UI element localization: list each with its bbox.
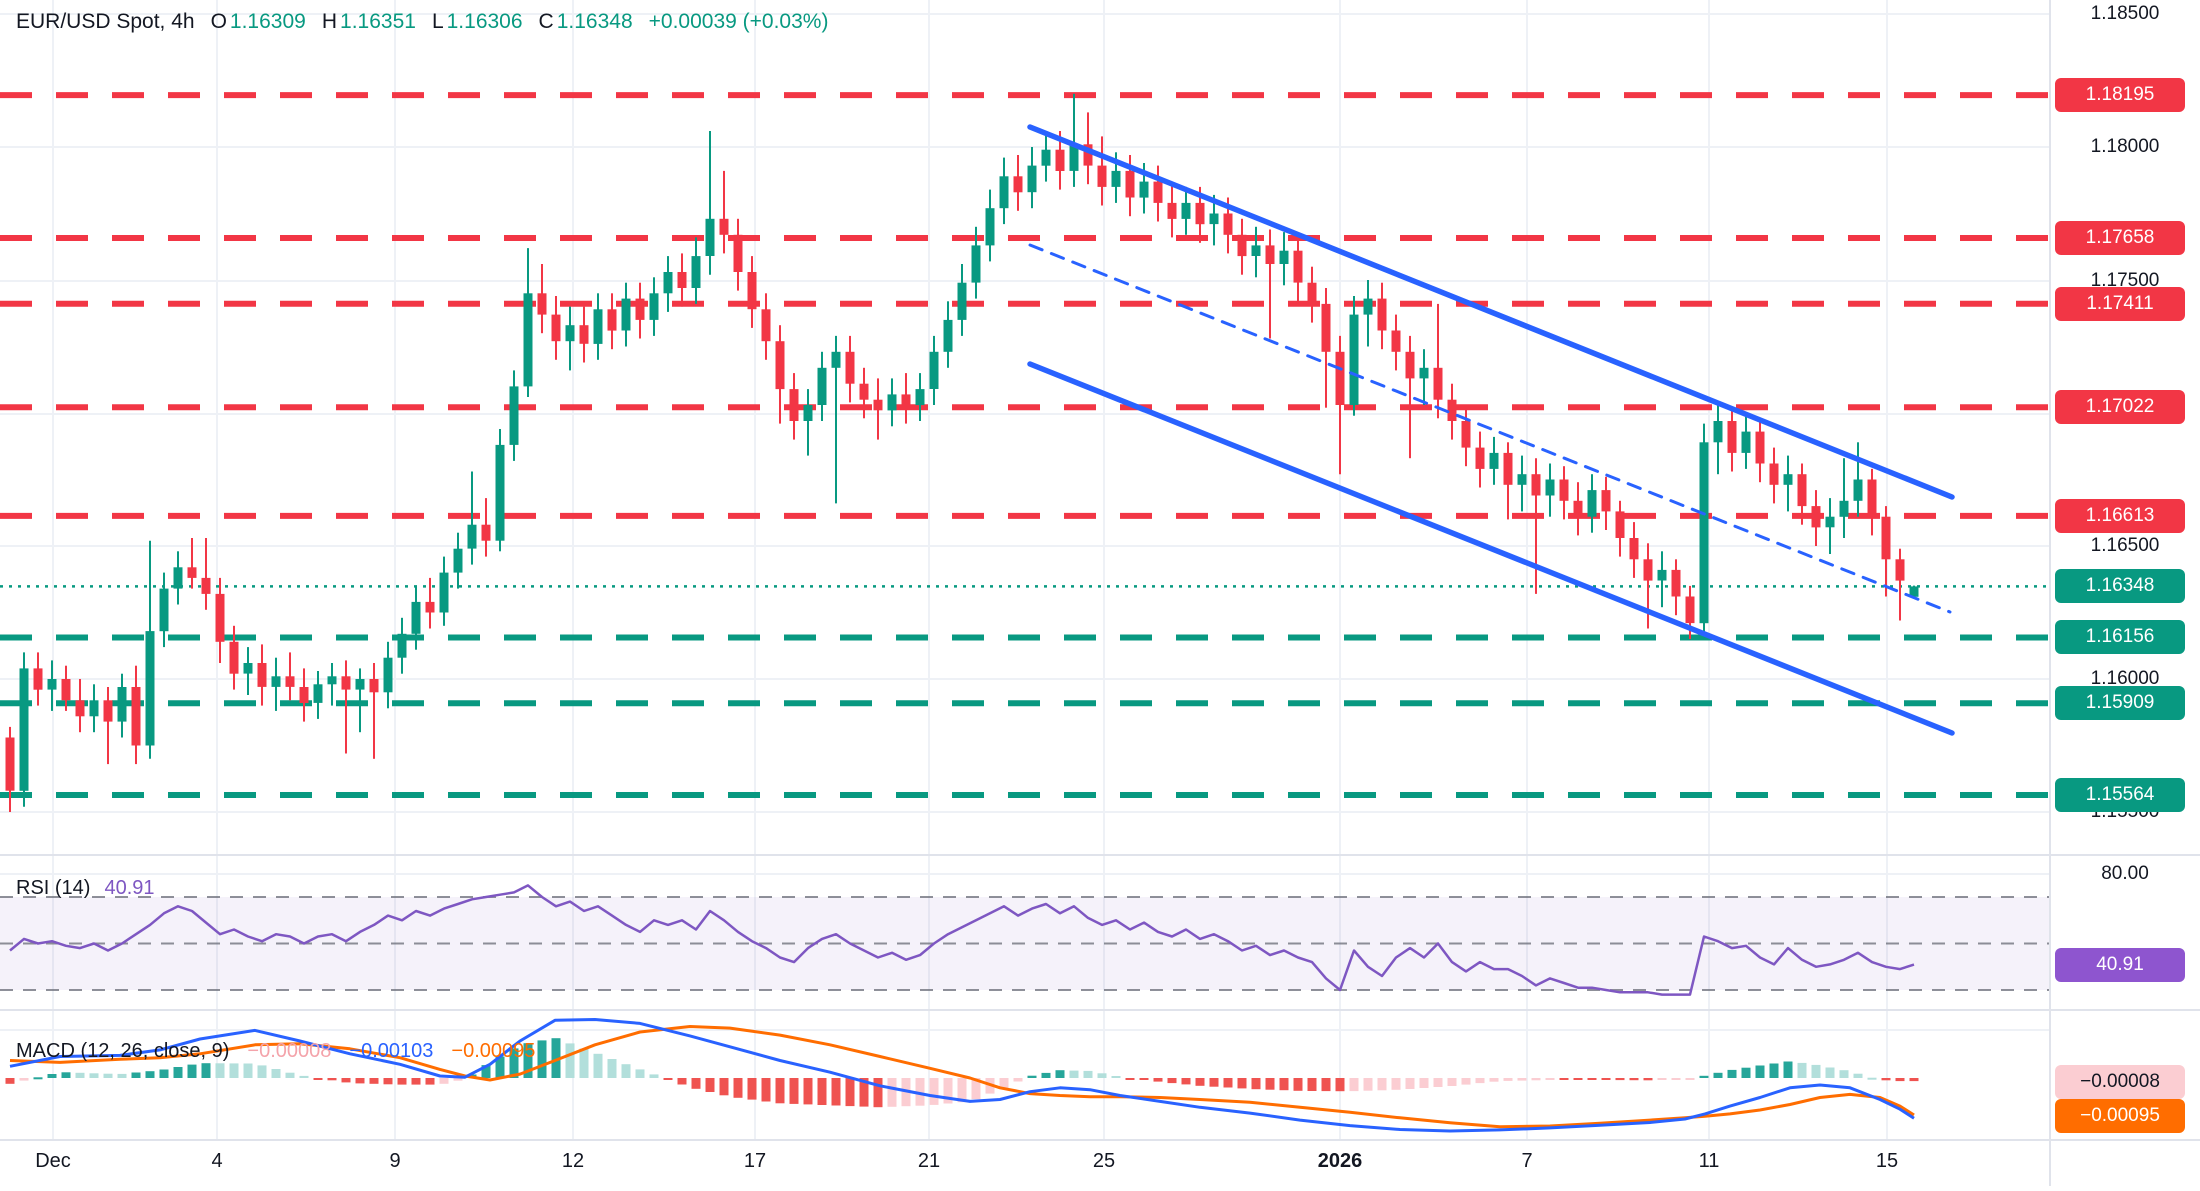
rsi-pane[interactable] bbox=[0, 855, 2050, 1010]
time-tick-label: 11 bbox=[1698, 1150, 1720, 1172]
macd-hist-value: −0.00008 bbox=[247, 1040, 332, 1062]
time-tick-label: 21 bbox=[917, 1150, 941, 1172]
time-tick-label: 2026 bbox=[1317, 1150, 1363, 1172]
time-tick-label: 4 bbox=[211, 1150, 223, 1172]
price-tick-label: 1.18500 bbox=[2090, 3, 2160, 24]
price-tick-label: 1.18000 bbox=[2090, 136, 2160, 157]
change-value: +0.00039 (+0.03%) bbox=[648, 10, 829, 33]
symbol-legend: EUR/USD Spot, 4h O 1.16309 H 1.16351 L 1… bbox=[16, 10, 828, 34]
time-tick-label: 12 bbox=[561, 1150, 585, 1172]
price-tick-label: 1.17500 bbox=[2090, 270, 2160, 291]
macd-label[interactable]: MACD (12, 26, close, 9) bbox=[16, 1040, 230, 1062]
time-tick-label: 9 bbox=[389, 1150, 401, 1172]
symbol-title[interactable]: EUR/USD Spot, 4h bbox=[16, 10, 195, 33]
resistance-price-badge: 1.16613 bbox=[2055, 499, 2185, 533]
rsi-current-value: 40.91 bbox=[104, 877, 155, 899]
low-value: L 1.16306 bbox=[431, 10, 523, 33]
resistance-price-badge: 1.17411 bbox=[2055, 287, 2185, 321]
resistance-price-badge: 1.18195 bbox=[2055, 78, 2185, 112]
price-tick-label: 1.16500 bbox=[2090, 535, 2160, 556]
support-price-badge: 1.16156 bbox=[2055, 620, 2185, 654]
time-tick-label: 25 bbox=[1092, 1150, 1116, 1172]
macd-pane[interactable] bbox=[0, 1010, 2050, 1140]
resistance-price-badge: 1.17658 bbox=[2055, 221, 2185, 255]
time-tick-label: 17 bbox=[743, 1150, 767, 1172]
high-value: H 1.16351 bbox=[321, 10, 416, 33]
macd-legend: MACD (12, 26, close, 9) −0.00008 −0.0010… bbox=[16, 1040, 535, 1063]
support-price-badge: 1.15909 bbox=[2055, 686, 2185, 720]
macd-line-value: −0.00103 bbox=[349, 1040, 434, 1062]
price-tick-label: 80.00 bbox=[2101, 863, 2149, 884]
price-tick-label: 1.16000 bbox=[2090, 668, 2160, 689]
rsi-legend: RSI (14) 40.91 bbox=[16, 877, 155, 900]
rsi-label[interactable]: RSI (14) bbox=[16, 877, 91, 899]
close-value: C 1.16348 bbox=[538, 10, 633, 33]
open-value: O 1.16309 bbox=[210, 10, 306, 33]
current-price-badge: 1.16348 bbox=[2055, 569, 2185, 603]
time-tick-label: Dec bbox=[35, 1150, 71, 1172]
time-tick-label: 7 bbox=[1521, 1150, 1533, 1172]
macd-signal-value: −0.00095 bbox=[451, 1040, 536, 1062]
resistance-price-badge: 1.17022 bbox=[2055, 390, 2185, 424]
macd_signal-price-badge: −0.00095 bbox=[2055, 1099, 2185, 1133]
support-price-badge: 1.15564 bbox=[2055, 778, 2185, 812]
macd_hist-price-badge: −0.00008 bbox=[2055, 1065, 2185, 1099]
time-tick-label: 15 bbox=[1875, 1150, 1899, 1172]
main-price-pane[interactable] bbox=[0, 0, 2050, 855]
rsi-price-badge: 40.91 bbox=[2055, 948, 2185, 982]
